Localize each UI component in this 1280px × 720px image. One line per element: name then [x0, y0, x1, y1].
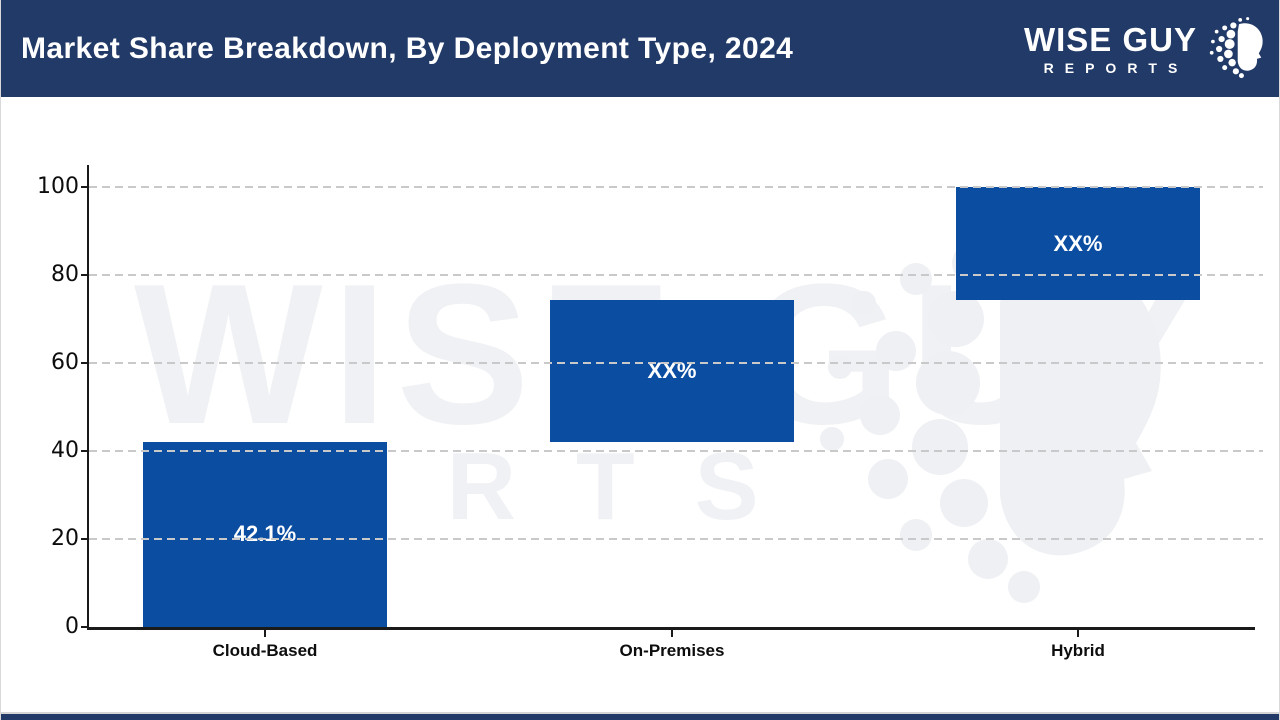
x-axis-label-on-premises: On-Premises	[619, 641, 725, 660]
logo-wiseguy-label: WISE GUY	[1023, 20, 1197, 58]
y-tick-mark	[81, 450, 88, 452]
y-tick-label-100: 100	[37, 174, 79, 199]
bar-cloud-based: 42.1%	[143, 441, 387, 627]
gridline-80	[89, 274, 1263, 276]
logo-face-icon	[1209, 16, 1263, 78]
y-tick-label-0: 0	[65, 614, 79, 639]
page-title: Market Share Breakdown, By Deployment Ty…	[21, 31, 794, 65]
gridline-60	[89, 362, 1263, 364]
y-tick-mark	[81, 538, 88, 540]
x-tick-mark	[671, 630, 673, 637]
footer-banner	[1, 714, 1279, 720]
y-tick-label-80: 80	[51, 262, 79, 287]
y-tick-label-20: 20	[51, 526, 79, 551]
bar-on-premises: XX%	[550, 300, 794, 442]
y-tick-label-40: 40	[51, 438, 79, 463]
x-axis-label-cloud-based: Cloud-Based	[212, 641, 318, 660]
x-tick-mark	[1077, 630, 1079, 637]
y-tick-mark	[81, 186, 88, 188]
bar-value-label: XX%	[1053, 230, 1103, 256]
logo-reports-label: REPORTS	[1043, 59, 1189, 76]
watermark-face-logo	[820, 215, 1161, 603]
y-tick-mark	[81, 274, 88, 276]
y-tick-mark	[81, 626, 88, 628]
wise-guy-reports-logo: WISE GUY REPORTS	[1024, 14, 1279, 84]
gridline-100	[89, 186, 1263, 188]
x-tick-mark	[264, 630, 266, 637]
y-axis-line	[87, 165, 89, 629]
gridline-20	[89, 538, 1263, 540]
x-axis-line	[87, 627, 1255, 630]
footer-divider-line	[1, 712, 1279, 714]
y-tick-label-60: 60	[51, 350, 79, 375]
x-axis-label-hybrid: Hybrid	[1051, 641, 1105, 660]
y-tick-mark	[81, 362, 88, 364]
header-banner: Market Share Breakdown, By Deployment Ty…	[1, 0, 1279, 97]
bar-value-label: 42.1%	[233, 521, 297, 547]
gridline-40	[89, 450, 1263, 452]
bar-hybrid: XX%	[956, 187, 1200, 301]
logo-text: WISE GUY REPORTS	[1024, 23, 1197, 75]
